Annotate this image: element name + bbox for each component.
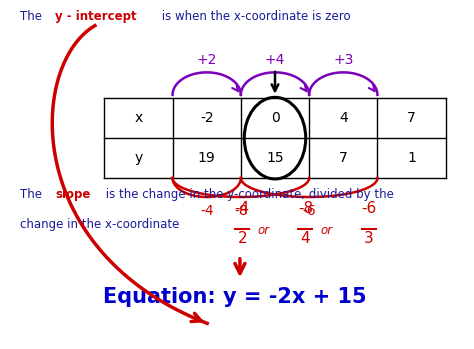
Text: Equation: y = -2x + 15: Equation: y = -2x + 15 — [103, 287, 367, 307]
Text: The: The — [20, 10, 46, 23]
Text: -4: -4 — [235, 201, 250, 216]
Text: 19: 19 — [198, 151, 216, 165]
Text: -8: -8 — [298, 201, 313, 216]
Text: 0: 0 — [271, 111, 279, 125]
Text: +3: +3 — [333, 53, 354, 67]
Text: change in the x-coordinate: change in the x-coordinate — [20, 218, 180, 231]
Text: is when the x-coordinate is zero: is when the x-coordinate is zero — [158, 10, 351, 23]
Text: +4: +4 — [265, 53, 285, 67]
Text: -8: -8 — [234, 204, 248, 218]
Text: 3: 3 — [364, 231, 374, 246]
Text: 1: 1 — [407, 151, 416, 165]
Text: -2: -2 — [200, 111, 213, 125]
Text: 2: 2 — [237, 231, 247, 246]
Text: 7: 7 — [339, 151, 347, 165]
Text: is the change in the y-coordinate, divided by the: is the change in the y-coordinate, divid… — [102, 188, 394, 201]
Text: slope: slope — [55, 188, 91, 201]
Text: -6: -6 — [361, 201, 376, 216]
Text: 15: 15 — [266, 151, 284, 165]
Text: 4: 4 — [301, 231, 310, 246]
Text: x: x — [134, 111, 143, 125]
Text: -4: -4 — [200, 204, 213, 218]
Text: or: or — [321, 224, 333, 237]
Text: 4: 4 — [339, 111, 347, 125]
Text: The: The — [20, 188, 46, 201]
Text: 7: 7 — [407, 111, 416, 125]
Text: -6: -6 — [302, 204, 316, 218]
Text: y: y — [134, 151, 143, 165]
Text: +2: +2 — [197, 53, 217, 67]
Text: or: or — [258, 224, 270, 237]
Text: y - intercept: y - intercept — [55, 10, 137, 23]
